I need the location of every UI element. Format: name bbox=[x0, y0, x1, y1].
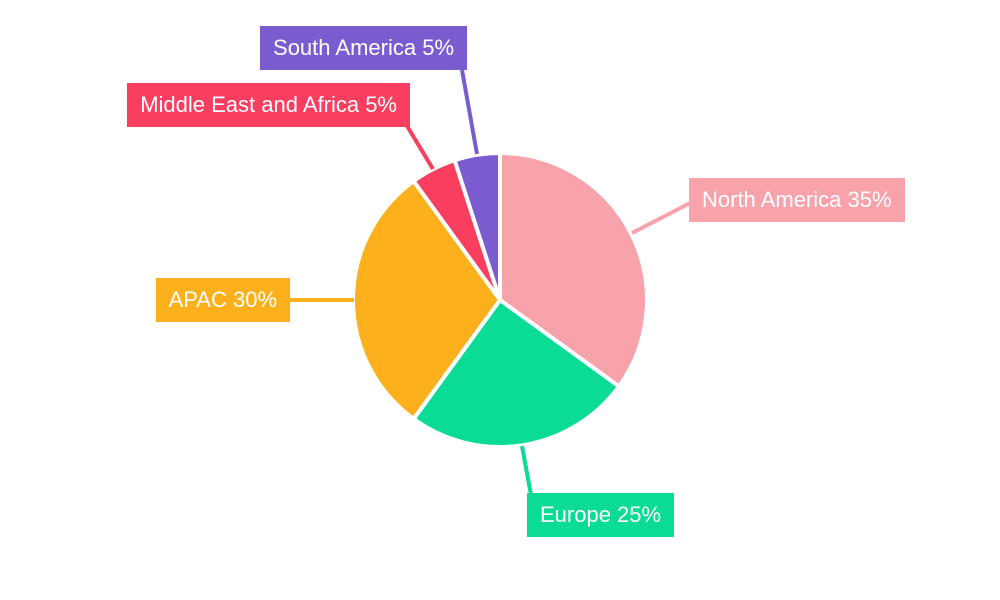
leader-line-north-america bbox=[631, 200, 693, 235]
pie-slice-europe[interactable] bbox=[411, 298, 621, 449]
label-north-america: North America 35% bbox=[689, 178, 905, 222]
label-south-america: South America 5% bbox=[260, 26, 467, 70]
pie-slice-south-america[interactable] bbox=[452, 151, 502, 302]
pie-slice-north-america[interactable] bbox=[498, 151, 649, 389]
label-apac: APAC 30% bbox=[155, 278, 290, 322]
label-europe: Europe 25% bbox=[527, 493, 675, 537]
leader-line-south-america bbox=[460, 69, 479, 155]
label-middle-east-and-africa: Middle East and Africa 5% bbox=[127, 83, 410, 127]
leader-line-europe bbox=[520, 445, 533, 496]
leader-line-middle-east-and-africa bbox=[405, 124, 435, 171]
